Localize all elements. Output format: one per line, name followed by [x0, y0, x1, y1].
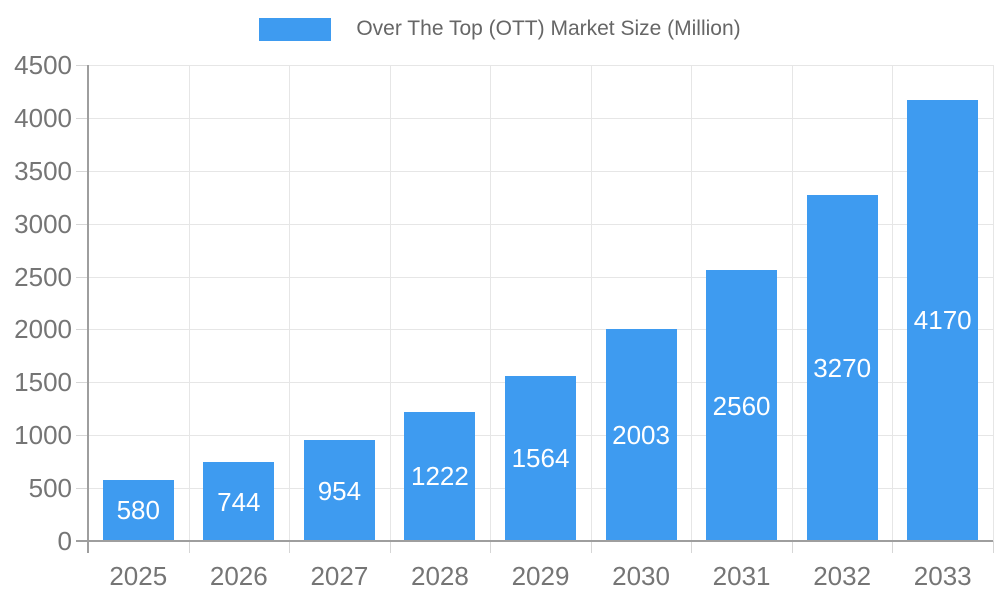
x-tick-label: 2026: [209, 561, 268, 591]
grid-line-v: [289, 65, 291, 541]
x-tick-label: 2025: [109, 561, 168, 591]
grid-line-h: [88, 170, 993, 172]
x-axis-tick: [289, 541, 291, 553]
y-axis-tick: [76, 382, 88, 384]
x-tick-label: 2028: [411, 561, 469, 591]
bar[interactable]: [806, 195, 878, 541]
bar[interactable]: [203, 462, 275, 541]
bar[interactable]: [505, 375, 576, 541]
y-tick-label: 2000: [14, 314, 72, 345]
grid-line-v: [691, 65, 693, 541]
x-tick-label: 2032: [813, 561, 872, 591]
x-axis-tick: [490, 541, 492, 553]
y-tick-label: 1000: [14, 420, 72, 451]
y-tick-label: 0: [57, 526, 72, 556]
bar[interactable]: [605, 329, 677, 541]
x-tick-label: 2033: [913, 561, 972, 591]
x-tick-label: 2031: [712, 561, 771, 591]
x-tick-label: 2029: [511, 561, 570, 591]
grid-line-v: [389, 65, 391, 541]
y-tick-label: 4000: [14, 102, 72, 133]
bar[interactable]: [706, 270, 778, 541]
y-axis-tick: [76, 276, 88, 278]
y-axis-line: [87, 65, 89, 553]
y-axis-tick: [76, 65, 88, 66]
x-axis-tick: [892, 541, 894, 553]
x-tick-label: 2030: [612, 561, 670, 591]
legend-label: Over The Top (OTT) Market Size (Million): [356, 17, 741, 40]
grid-line-h: [88, 65, 993, 66]
y-axis-tick: [76, 117, 88, 119]
x-axis-tick: [188, 541, 190, 553]
y-axis-tick: [76, 435, 88, 437]
y-axis-tick: [76, 223, 88, 225]
grid-line-v: [892, 65, 894, 541]
x-axis-tick: [590, 541, 592, 553]
y-axis-tick: [76, 170, 88, 172]
x-axis-tick: [993, 541, 994, 553]
grid-line-v: [791, 65, 793, 541]
y-axis-tick: [76, 488, 88, 490]
bar[interactable]: [907, 99, 979, 541]
legend-swatch-icon: [259, 17, 332, 41]
bar[interactable]: [404, 411, 476, 541]
grid-line-v: [590, 65, 592, 541]
grid-line-v: [490, 65, 492, 541]
grid-line-h: [88, 223, 993, 225]
y-tick-label: 4500: [14, 50, 72, 80]
x-axis-tick: [791, 541, 793, 553]
bar[interactable]: [303, 440, 375, 541]
y-tick-label: 1500: [14, 367, 72, 398]
y-tick-label: 500: [28, 473, 72, 504]
y-tick-label: 2500: [14, 261, 72, 292]
grid-line-v: [993, 65, 994, 541]
grid-line-h: [88, 329, 993, 331]
bar[interactable]: [102, 479, 174, 541]
x-axis-line: [76, 540, 993, 542]
y-tick-label: 3500: [14, 155, 72, 186]
y-axis-tick: [76, 329, 88, 331]
x-axis-tick: [691, 541, 693, 553]
grid-line-h: [88, 276, 993, 278]
grid-line-h: [88, 117, 993, 119]
x-tick-label: 2027: [310, 561, 369, 591]
grid-line-v: [188, 65, 190, 541]
x-axis-tick: [389, 541, 391, 553]
y-tick-label: 3000: [14, 208, 72, 239]
legend[interactable]: Over The Top (OTT) Market Size (Million): [0, 17, 1000, 41]
